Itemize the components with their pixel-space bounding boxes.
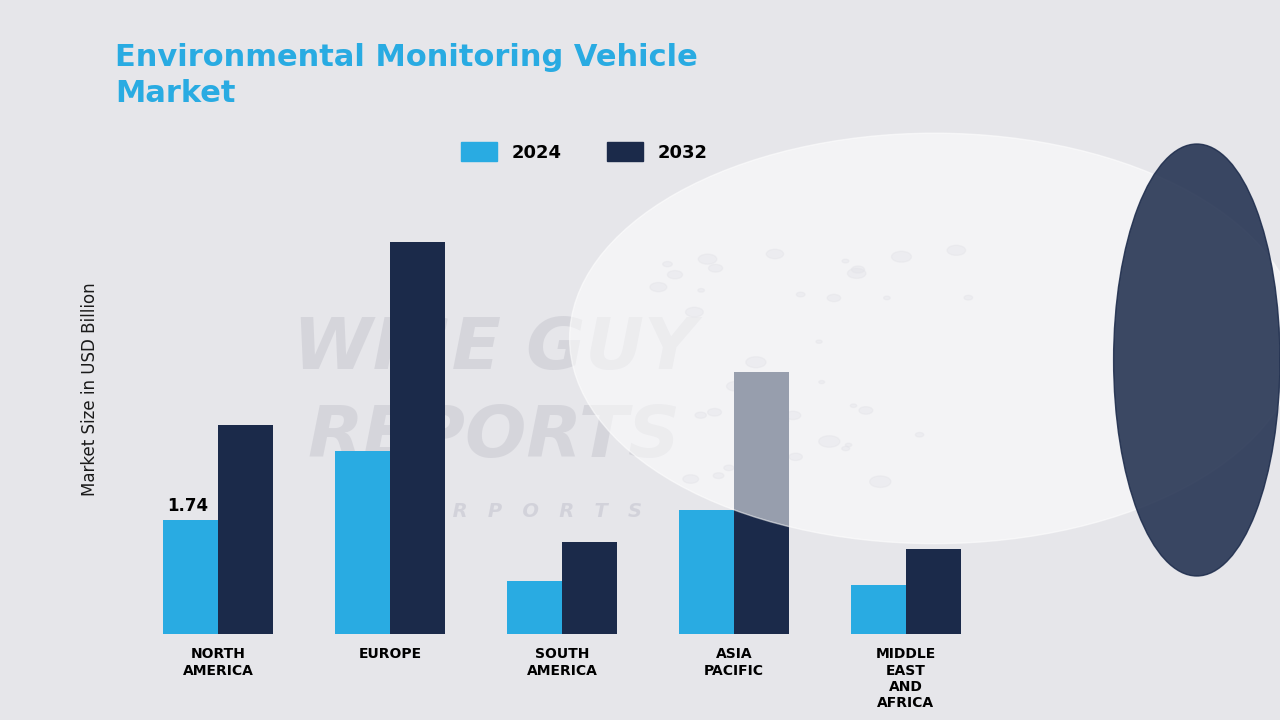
- Text: Environmental Monitoring Vehicle
Market: Environmental Monitoring Vehicle Market: [115, 43, 698, 108]
- Text: 1.74: 1.74: [166, 497, 207, 515]
- Circle shape: [727, 382, 744, 391]
- Text: E   R   P   O   R   T   S: E R P O R T S: [419, 502, 641, 521]
- Circle shape: [686, 307, 703, 317]
- Circle shape: [667, 271, 682, 279]
- Circle shape: [745, 459, 762, 467]
- Circle shape: [842, 259, 849, 263]
- Circle shape: [698, 289, 704, 292]
- Text: WISE GUY: WISE GUY: [293, 315, 696, 384]
- Y-axis label: Market Size in USD Billion: Market Size in USD Billion: [81, 282, 100, 495]
- Circle shape: [819, 380, 824, 384]
- Bar: [733, 372, 788, 634]
- Circle shape: [850, 404, 856, 408]
- Bar: [335, 451, 390, 634]
- Circle shape: [947, 246, 965, 256]
- Circle shape: [796, 292, 805, 297]
- Circle shape: [786, 411, 801, 420]
- Circle shape: [845, 444, 851, 446]
- Bar: [678, 510, 733, 634]
- Circle shape: [964, 295, 973, 300]
- Circle shape: [762, 414, 777, 422]
- Circle shape: [891, 251, 911, 262]
- Circle shape: [859, 407, 873, 414]
- Circle shape: [746, 402, 763, 412]
- Bar: [906, 549, 961, 634]
- Circle shape: [851, 266, 864, 273]
- Circle shape: [708, 408, 722, 416]
- Circle shape: [708, 264, 723, 272]
- Circle shape: [815, 340, 822, 343]
- Circle shape: [819, 436, 840, 447]
- Bar: [390, 242, 445, 634]
- Circle shape: [746, 356, 765, 368]
- Circle shape: [699, 254, 717, 264]
- Text: REPORTS: REPORTS: [307, 403, 681, 472]
- Bar: [562, 542, 617, 634]
- Circle shape: [713, 473, 724, 479]
- Circle shape: [915, 433, 924, 437]
- Circle shape: [663, 261, 672, 266]
- Circle shape: [760, 453, 780, 464]
- Bar: [164, 520, 219, 634]
- Circle shape: [771, 415, 788, 426]
- Legend: 2024, 2032: 2024, 2032: [452, 133, 717, 171]
- Bar: [851, 585, 906, 634]
- Circle shape: [842, 446, 850, 451]
- Bar: [507, 581, 562, 634]
- Circle shape: [883, 296, 890, 300]
- Circle shape: [869, 476, 891, 487]
- Circle shape: [650, 282, 667, 292]
- Circle shape: [767, 249, 783, 258]
- Circle shape: [847, 269, 867, 279]
- Circle shape: [827, 294, 841, 302]
- Circle shape: [724, 465, 733, 471]
- Bar: [219, 425, 274, 634]
- Circle shape: [788, 453, 803, 461]
- Circle shape: [682, 474, 699, 483]
- Circle shape: [695, 412, 707, 418]
